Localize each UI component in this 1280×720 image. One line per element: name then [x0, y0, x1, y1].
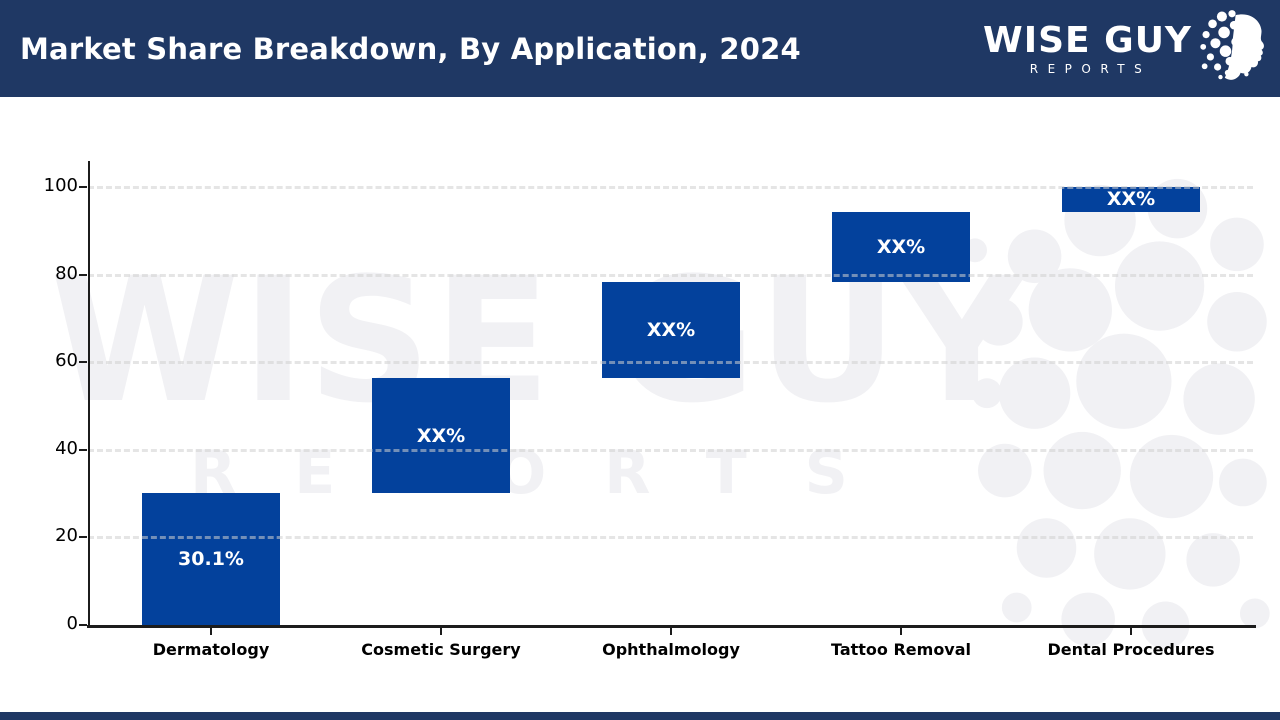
y-tick-label-100: 100: [43, 175, 78, 196]
logo-text: WISE GUY REPORTS: [982, 19, 1192, 76]
y-tick-60: [79, 361, 87, 364]
bar-4: XX%: [1062, 187, 1200, 212]
x-tick-label-4: Dental Procedures: [1047, 640, 1215, 659]
x-axis-line: [87, 625, 1256, 628]
page-title: Market Share Breakdown, By Application, …: [20, 31, 801, 66]
bar-value-label: XX%: [646, 318, 696, 341]
y-tick-label-80: 80: [55, 262, 78, 284]
bar-value-label: 30.1%: [178, 548, 244, 571]
y-axis-line: [88, 161, 90, 628]
gridline-80: [88, 273, 1253, 277]
logo-wordmark: WISE GUY: [982, 19, 1192, 61]
x-tick-3: [900, 627, 902, 635]
bar-value-label: XX%: [1106, 188, 1156, 211]
y-tick-label-20: 20: [55, 525, 78, 547]
y-tick-label-0: 0: [66, 613, 78, 634]
bar-value-label: XX%: [416, 424, 466, 447]
x-tick-label-3: Tattoo Removal: [830, 640, 972, 659]
x-tick-label-1: Cosmetic Surgery: [361, 640, 521, 659]
x-tick-label-0: Dermatology: [152, 640, 270, 659]
bar-3: XX%: [832, 211, 970, 282]
y-tick-0: [79, 624, 87, 626]
logo-subtitle: REPORTS: [1029, 61, 1152, 76]
x-tick-0: [210, 627, 212, 635]
gridline-60: [88, 361, 1253, 365]
x-tick-label-2: Ophthalmology: [602, 640, 740, 659]
watermark-head-icon: [963, 178, 1270, 650]
y-tick-80: [79, 273, 87, 276]
watermark: WISE GUY REPORTS: [28, 255, 1048, 504]
y-tick-label-60: 60: [55, 350, 78, 372]
header-bar: Market Share Breakdown, By Application, …: [0, 0, 1280, 97]
footer-bar: [0, 712, 1280, 720]
wiseguy-logo: WISE GUY REPORTS: [983, 8, 1268, 90]
gridline-20: [88, 536, 1253, 540]
bar-value-label: XX%: [876, 235, 926, 258]
gridline-100: [88, 186, 1253, 189]
y-tick-100: [79, 186, 87, 188]
y-tick-label-40: 40: [55, 437, 78, 459]
gridline-40: [88, 448, 1253, 452]
y-tick-40: [79, 448, 87, 451]
bar-0: 30.1%: [142, 493, 280, 625]
bar-1: XX%: [372, 377, 510, 494]
x-tick-2: [670, 627, 672, 635]
x-tick-4: [1130, 627, 1132, 635]
logo-head-icon: [1200, 9, 1264, 80]
x-tick-1: [440, 627, 442, 635]
chart-area: WISE GUY REPORTS 30.1% Dermatology XX% Cosm…: [0, 97, 1280, 712]
y-tick-20: [79, 536, 87, 539]
